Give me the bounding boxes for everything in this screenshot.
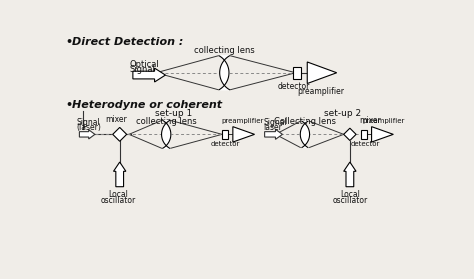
Bar (293, 67, 301, 79)
Polygon shape (80, 130, 95, 139)
Polygon shape (372, 127, 393, 142)
Text: (laser): (laser) (76, 123, 101, 132)
Polygon shape (113, 128, 127, 141)
Polygon shape (162, 121, 171, 148)
Text: Heterodyne or coherent: Heterodyne or coherent (73, 100, 223, 110)
Text: set-up 1: set-up 1 (155, 109, 192, 118)
Polygon shape (264, 129, 283, 139)
Text: •: • (65, 37, 73, 47)
Text: oscillator: oscillator (332, 196, 367, 205)
Text: mixer: mixer (359, 116, 381, 125)
Text: detector: detector (278, 82, 310, 91)
Text: •: • (65, 100, 73, 110)
Text: preamplifier: preamplifier (222, 118, 264, 124)
Text: mixer: mixer (105, 115, 127, 124)
Bar (222, 130, 228, 139)
Polygon shape (233, 127, 255, 142)
Text: Local: Local (108, 190, 128, 199)
Polygon shape (219, 56, 229, 90)
Text: Local: Local (340, 190, 360, 199)
Text: Direct Detection :: Direct Detection : (73, 37, 184, 47)
Text: preamplifier: preamplifier (363, 118, 405, 124)
Text: Optical: Optical (130, 60, 160, 69)
Text: set-up 2: set-up 2 (324, 109, 361, 118)
Polygon shape (344, 162, 356, 187)
Text: Signal: Signal (130, 65, 155, 74)
Text: detector: detector (210, 141, 240, 146)
Text: oscillator: oscillator (100, 196, 136, 205)
Bar (361, 130, 367, 139)
Text: Signal: Signal (263, 118, 287, 128)
Text: preamplifier: preamplifier (297, 86, 344, 96)
Polygon shape (307, 62, 337, 83)
Polygon shape (113, 162, 126, 187)
Text: detector: detector (351, 141, 380, 146)
Text: collecting lens: collecting lens (194, 46, 255, 55)
Polygon shape (301, 121, 310, 147)
Text: collecting lens: collecting lens (136, 117, 197, 126)
Polygon shape (133, 68, 165, 82)
Polygon shape (344, 128, 356, 141)
Text: Signal: Signal (76, 118, 100, 128)
Text: Collecting lens: Collecting lens (274, 117, 336, 126)
Text: laser: laser (263, 123, 282, 132)
